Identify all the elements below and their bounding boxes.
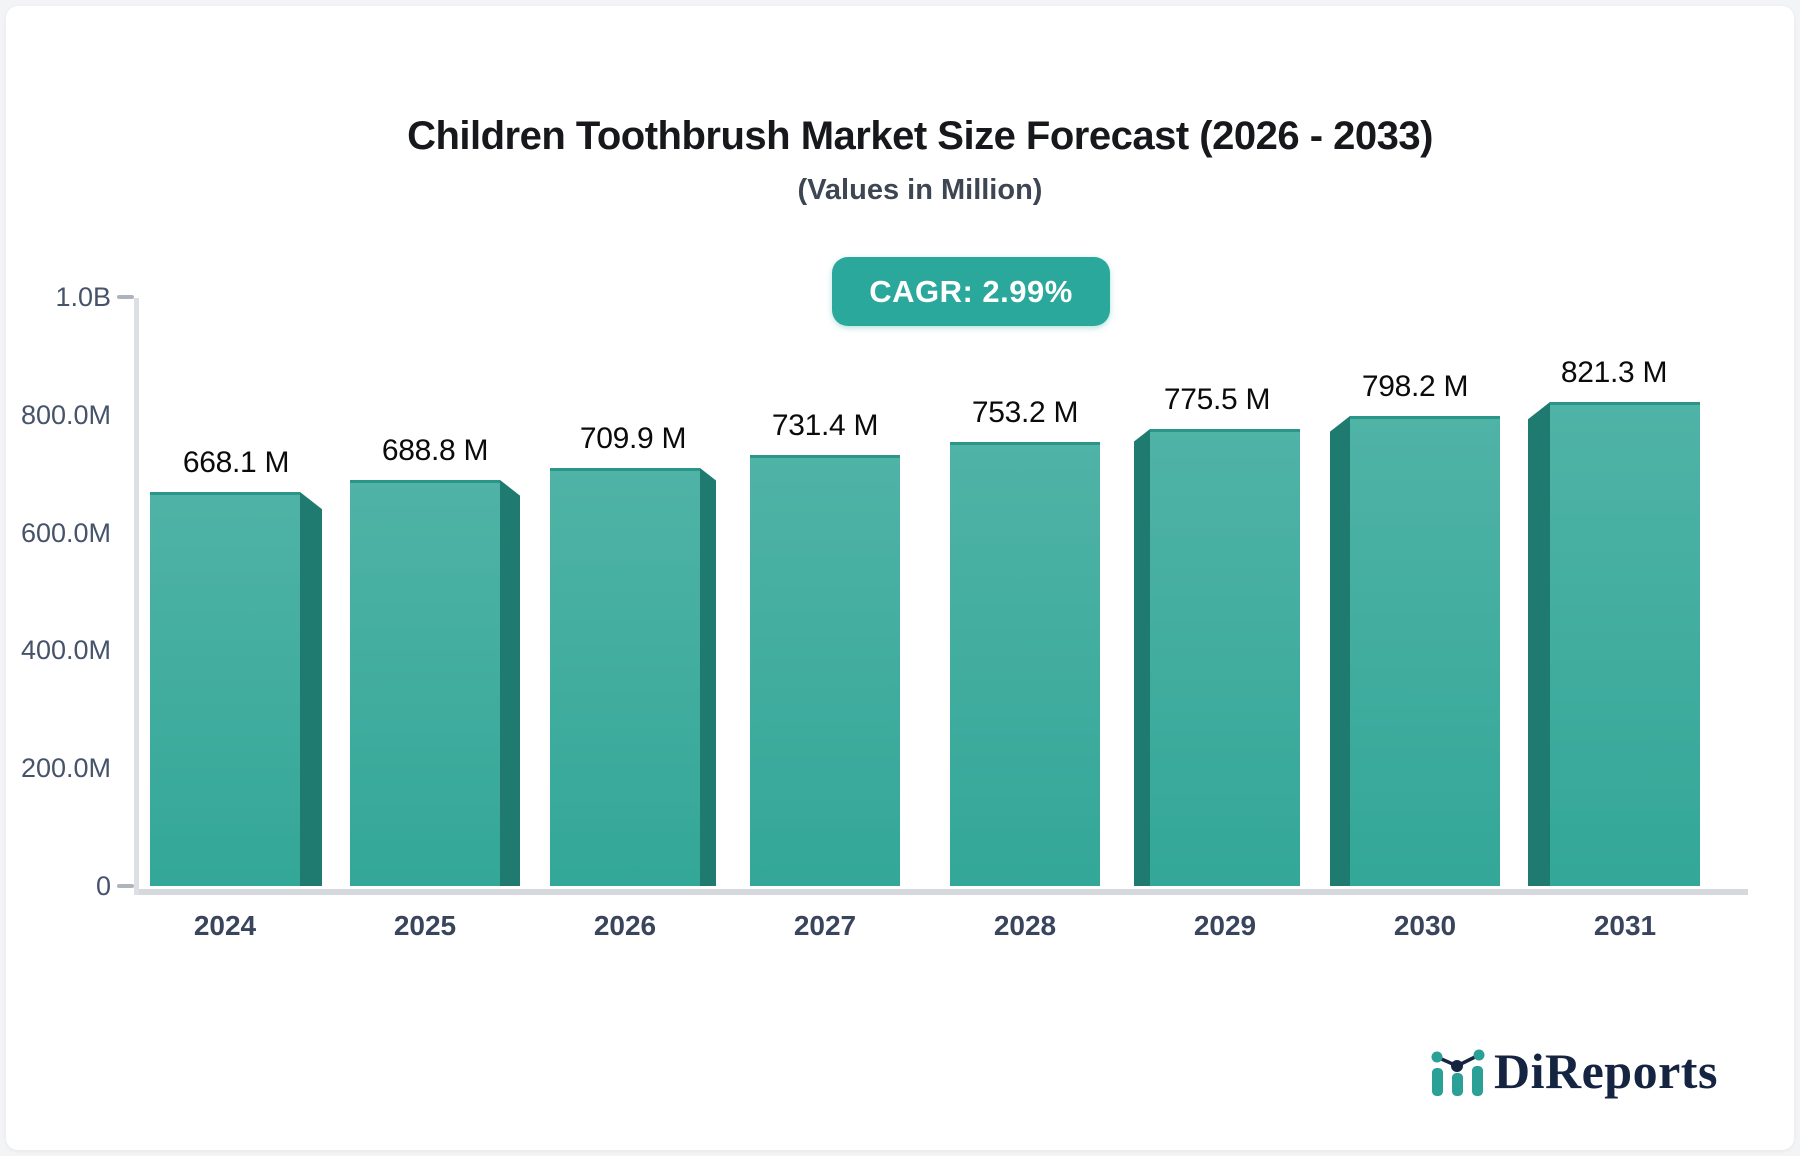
x-tick-label-2031: 2031 [1593, 910, 1657, 941]
bar-value-label: 821.3 M [1560, 356, 1668, 389]
x-tick-label-2025: 2025 [393, 910, 457, 941]
bar-face [150, 492, 300, 886]
bar-face [1350, 416, 1500, 886]
bar-face [350, 480, 500, 886]
bar-side [1330, 416, 1350, 886]
y-tick-dash [117, 295, 134, 299]
bar-value-label: 798.2 M [1361, 370, 1469, 403]
bar-side [300, 492, 322, 886]
bar-side [500, 480, 520, 886]
y-tick-label: 400.0M [20, 635, 111, 666]
cagr-badge: CAGR: 2.99% [832, 257, 1110, 326]
y-tick-label: 0 [95, 871, 111, 901]
x-tick-label-2026: 2026 [593, 910, 657, 941]
cagr-badge-label: CAGR: 2.99% [869, 273, 1073, 309]
bar-face [1150, 429, 1300, 886]
y-axis-line [134, 298, 139, 895]
bar-value-label: 731.4 M [771, 409, 879, 442]
bar-2024 [150, 492, 322, 886]
bar-2029 [1134, 429, 1300, 886]
chart-card: Children Toothbrush Market Size Forecast… [6, 6, 1794, 1150]
x-tick-label-2027: 2027 [793, 910, 857, 941]
x-tick-label-2029: 2029 [1193, 910, 1257, 941]
x-tick-label-2028: 2028 [993, 910, 1057, 941]
bar-2025 [350, 480, 520, 886]
logo-chart-icon [1431, 1049, 1485, 1096]
y-tick-dash [117, 884, 134, 888]
bar-face [1550, 402, 1700, 886]
x-tick-label-2024: 2024 [193, 910, 257, 941]
y-tick-label: 200.0M [20, 753, 111, 784]
bar-value-label: 709.9 M [579, 422, 687, 455]
y-tick-label: 800.0M [20, 399, 111, 430]
bar-value-label: 668.1 M [182, 446, 290, 479]
bar-value-label: 775.5 M [1163, 383, 1271, 416]
chart-title: Children Toothbrush Market Size Forecast… [407, 114, 1433, 158]
bar-side [1528, 402, 1550, 886]
bar-2028 [950, 442, 1100, 886]
bar-2026 [550, 468, 716, 886]
bar-face [750, 455, 900, 886]
brand-logo: DiReports [1430, 1042, 1730, 1112]
bar-2030 [1330, 416, 1500, 886]
bar-side [1134, 429, 1150, 886]
bar-face [550, 468, 700, 886]
y-tick-label: 1.0B [55, 282, 111, 312]
chart-subtitle: (Values in Million) [797, 174, 1043, 206]
bar-2027 [750, 455, 900, 886]
x-tick-label-2030: 2030 [1393, 910, 1457, 941]
bar-value-label: 753.2 M [971, 396, 1079, 429]
bar-2031 [1528, 402, 1700, 886]
bar-value-label: 688.8 M [381, 434, 489, 467]
bar-side [700, 468, 716, 886]
bar-face [950, 442, 1100, 886]
x-axis-baseline [134, 889, 1748, 895]
y-tick-label: 600.0M [20, 517, 111, 548]
logo-text: DiReports [1494, 1043, 1718, 1099]
